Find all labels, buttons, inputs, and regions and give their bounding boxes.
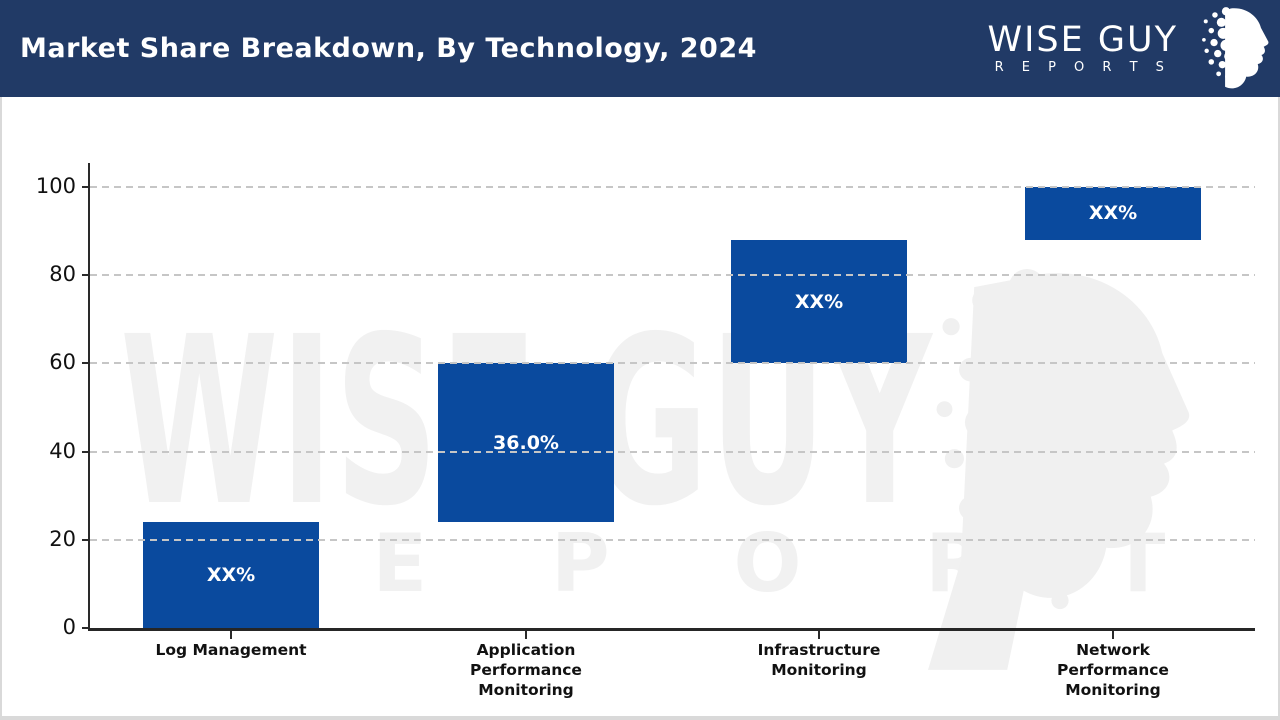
header-band: Market Share Breakdown, By Technology, 2… bbox=[0, 0, 1280, 97]
bar-network-performance-monitoring: XX% bbox=[1025, 187, 1201, 240]
brand-logo: WISE GUY R E P O R T S bbox=[987, 3, 1280, 95]
watermark-face-icon bbox=[928, 268, 1190, 670]
brand-logo-text: WISE GUY R E P O R T S bbox=[987, 22, 1178, 75]
bar-value-label: XX% bbox=[1088, 202, 1138, 225]
brand-face-icon bbox=[1202, 6, 1269, 88]
bar-application-performance-monitoring: 36.0% bbox=[438, 363, 614, 523]
chart-panel: WISE GUY R E P O R T S XX% 36.0% XX% XX% Lo… bbox=[0, 97, 1280, 720]
brand-name: WISE GUY bbox=[987, 20, 1178, 60]
bar-value-label: XX% bbox=[206, 564, 256, 587]
bar-value-label: 36.0% bbox=[493, 431, 559, 454]
bar-value-label: XX% bbox=[794, 290, 844, 313]
bars-layer: XX% 36.0% XX% XX% bbox=[2, 97, 1278, 716]
page-title: Market Share Breakdown, By Technology, 2… bbox=[20, 33, 757, 64]
bar-log-management: XX% bbox=[143, 522, 319, 628]
brand-subname: R E P O R T S bbox=[994, 60, 1171, 75]
bar-infrastructure-monitoring: XX% bbox=[731, 239, 907, 364]
